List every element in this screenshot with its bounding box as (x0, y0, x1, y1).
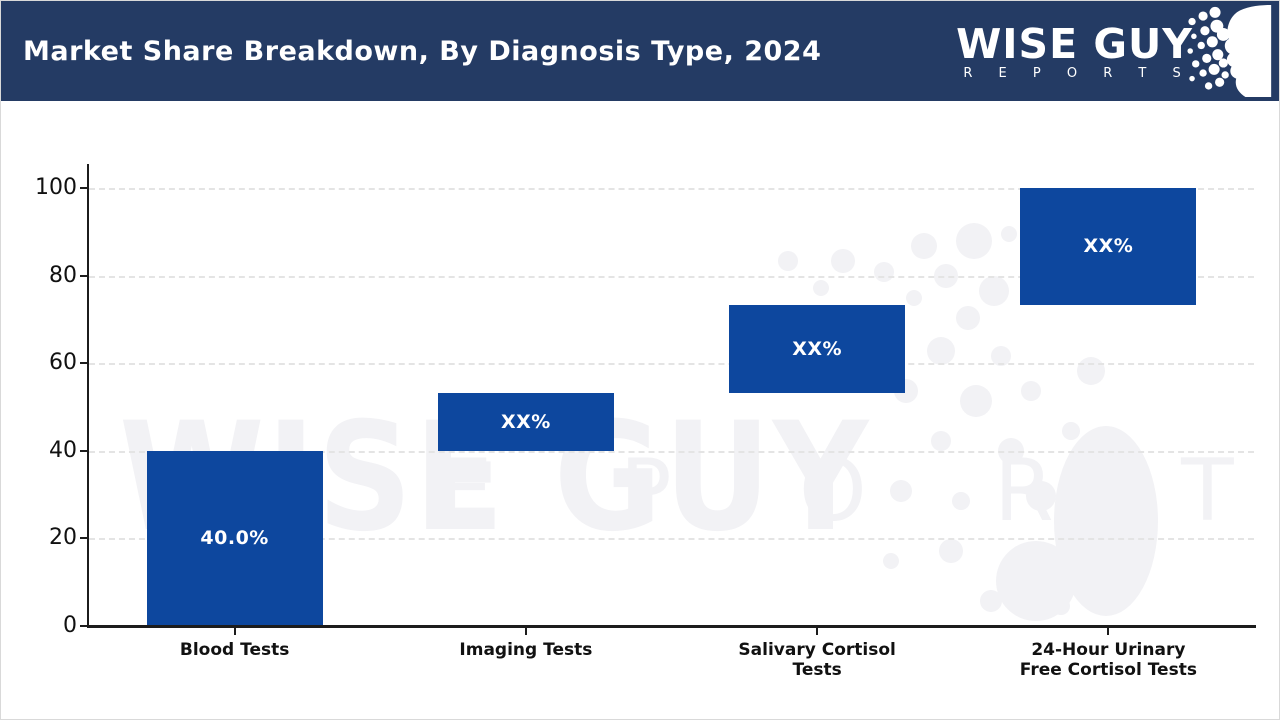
x-axis-tick-mark (816, 628, 819, 635)
brand-name: WISE GUY (956, 19, 1193, 68)
x-axis-category-label: Imaging Tests (459, 640, 593, 660)
y-axis-tick-mark (80, 187, 88, 189)
gridline-y20 (89, 538, 1254, 541)
gridline-y40 (89, 450, 1254, 453)
x-axis-tick-mark (233, 628, 236, 635)
header-banner: Market Share Breakdown, By Diagnosis Typ… (1, 1, 1279, 101)
plot-area: 40.0% XX% XX% XX% (89, 164, 1254, 626)
page-title: Market Share Breakdown, By Diagnosis Typ… (23, 35, 822, 67)
y-axis-tick-label: 40 (49, 437, 77, 463)
chart-canvas: WISE GUY R E P O R T S 40.0%XX%XX%XX% 02… (1, 101, 1280, 719)
face-profile-icon (1187, 5, 1272, 97)
brand-logo-text: WISE GUY R E P O R T S (956, 22, 1193, 81)
y-axis-tick-label: 60 (49, 350, 77, 376)
bar-value-label: XX% (500, 410, 551, 433)
bar-salivary-cortisol-tests: XX% (729, 304, 906, 393)
bar-value-label: XX% (792, 337, 843, 360)
x-axis-line (87, 625, 1256, 628)
x-axis-category-label: Blood Tests (179, 640, 290, 660)
y-axis-tick-mark (80, 625, 88, 627)
x-axis-tick-mark (524, 628, 527, 635)
bar-imaging-tests: XX% (437, 392, 614, 451)
y-axis-tick-label: 20 (49, 525, 77, 551)
watermark-dots-icon (776, 223, 1158, 621)
gridline-y60 (89, 363, 1254, 366)
brand-subname: R E P O R T S (963, 65, 1192, 81)
gridline-y100 (89, 188, 1254, 190)
x-axis-tick-mark (1107, 628, 1110, 635)
y-axis-line (87, 164, 89, 628)
watermark-text-2: R E P O R T S (251, 441, 1280, 541)
x-axis-category-label: 24-Hour Urinary Free Cortisol Tests (1019, 640, 1197, 680)
bar-value-label: XX% (1083, 235, 1134, 258)
gridline-y80 (89, 275, 1254, 278)
bar-blood-tests: 40.0% (146, 450, 323, 626)
y-axis-tick-mark (80, 362, 88, 365)
x-axis-category-label: Salivary Cortisol Tests (738, 640, 896, 680)
bar-24-hour-urinary-free-cortisol-tests: XX% (1020, 188, 1197, 305)
bar-value-label: 40.0% (200, 527, 269, 550)
y-axis-tick-mark (80, 449, 88, 452)
y-axis-tick-label: 80 (49, 262, 77, 288)
y-axis-tick-mark (80, 274, 88, 277)
y-axis-tick-mark (80, 537, 88, 540)
y-axis-tick-label: 0 (63, 613, 77, 638)
brand-logo: WISE GUY R E P O R T S (956, 5, 1275, 97)
y-axis-tick-label: 100 (35, 175, 77, 200)
